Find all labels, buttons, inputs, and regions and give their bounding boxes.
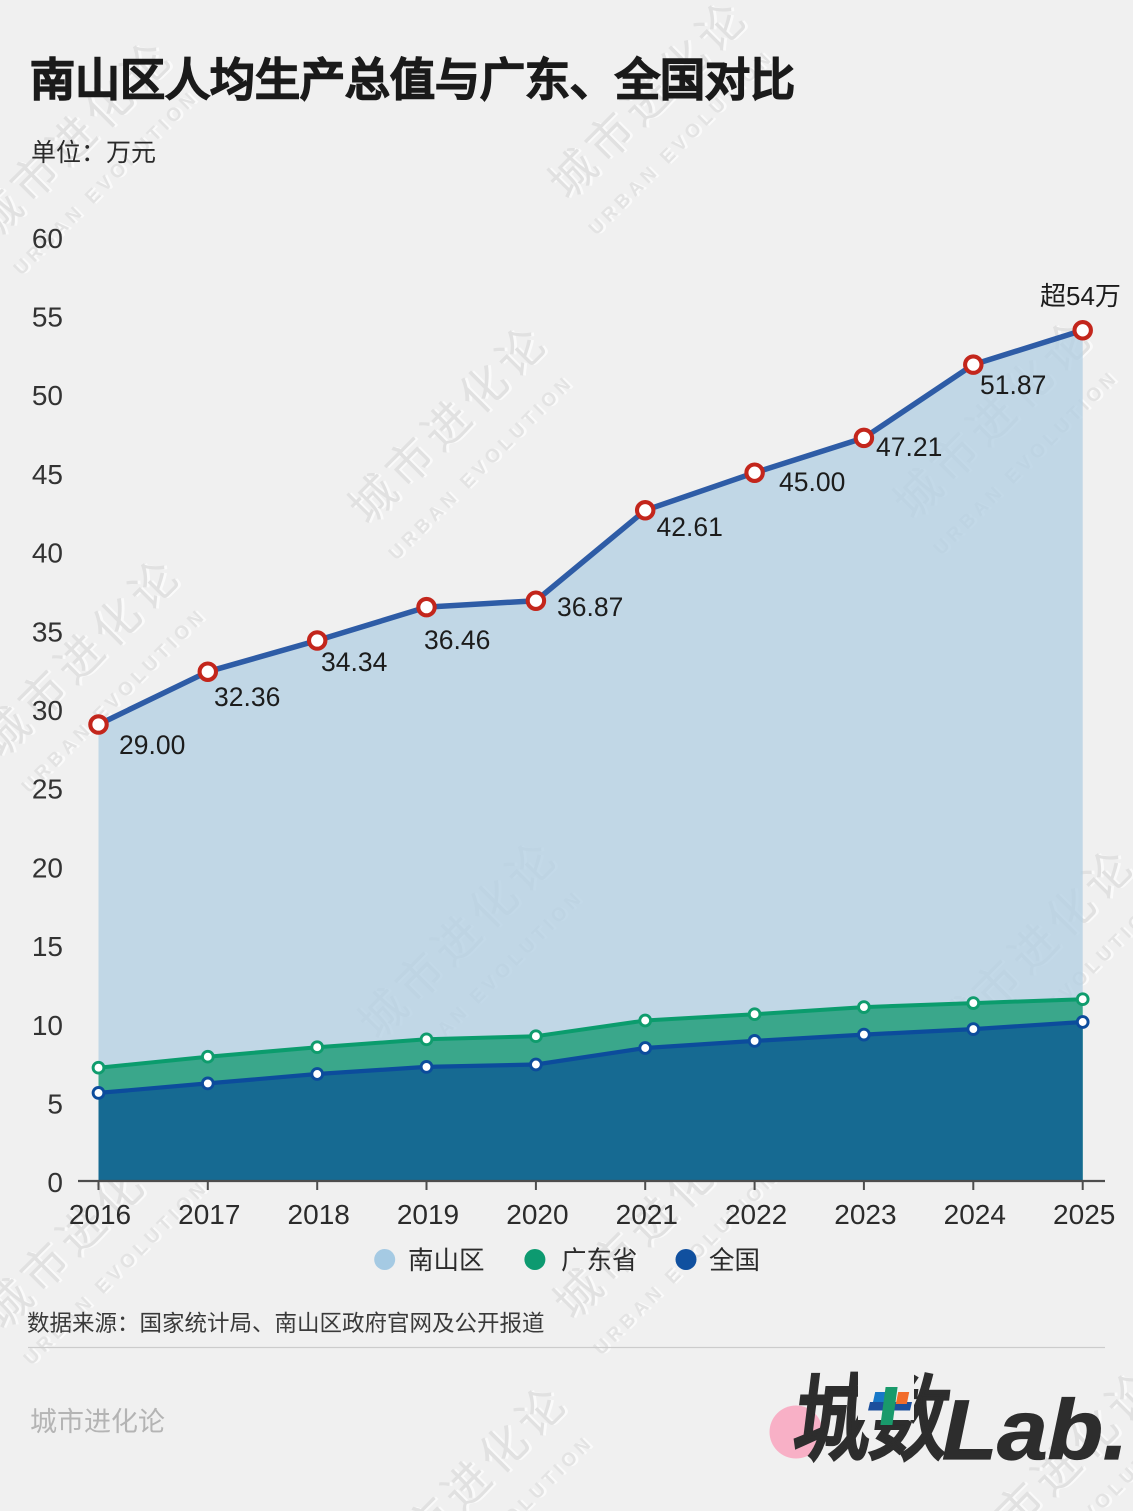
svg-text:2023: 2023 bbox=[834, 1199, 896, 1230]
svg-text:单位：万元: 单位：万元 bbox=[31, 139, 156, 167]
svg-text:全国: 全国 bbox=[709, 1247, 760, 1275]
svg-text:2018: 2018 bbox=[288, 1199, 350, 1230]
svg-text:2020: 2020 bbox=[506, 1199, 568, 1230]
svg-text:47.21: 47.21 bbox=[876, 432, 942, 462]
svg-text:南山区: 南山区 bbox=[408, 1247, 485, 1275]
svg-text:36.46: 36.46 bbox=[424, 625, 490, 655]
svg-text:5: 5 bbox=[47, 1089, 63, 1120]
svg-text:2022: 2022 bbox=[725, 1199, 787, 1230]
svg-text:45: 45 bbox=[32, 459, 63, 490]
svg-text:34.34: 34.34 bbox=[321, 647, 387, 677]
svg-text:城市进化论: 城市进化论 bbox=[30, 1407, 165, 1437]
svg-text:32.36: 32.36 bbox=[214, 682, 280, 712]
svg-text:45.00: 45.00 bbox=[779, 467, 845, 497]
svg-text:2024: 2024 bbox=[944, 1199, 1006, 1230]
svg-text:25: 25 bbox=[32, 774, 63, 805]
svg-text:10: 10 bbox=[32, 1010, 63, 1041]
svg-text:60: 60 bbox=[32, 223, 63, 254]
svg-text:Lab.: Lab. bbox=[942, 1383, 1128, 1477]
svg-text:50: 50 bbox=[32, 380, 63, 411]
svg-text:51.87: 51.87 bbox=[980, 370, 1046, 400]
svg-text:20: 20 bbox=[32, 852, 63, 883]
svg-text:0: 0 bbox=[47, 1167, 63, 1198]
svg-text:42.61: 42.61 bbox=[657, 512, 723, 542]
svg-text:15: 15 bbox=[32, 931, 63, 962]
svg-text:36.87: 36.87 bbox=[557, 592, 623, 622]
svg-text:2016: 2016 bbox=[69, 1199, 131, 1230]
svg-text:2025: 2025 bbox=[1053, 1199, 1115, 1230]
svg-text:2019: 2019 bbox=[397, 1199, 459, 1230]
svg-text:30: 30 bbox=[32, 695, 63, 726]
svg-text:超54万: 超54万 bbox=[1040, 281, 1121, 311]
svg-text:2017: 2017 bbox=[178, 1199, 240, 1230]
svg-text:55: 55 bbox=[32, 302, 63, 333]
svg-text:29.00: 29.00 bbox=[119, 730, 185, 760]
svg-text:35: 35 bbox=[32, 616, 63, 647]
svg-text:2021: 2021 bbox=[616, 1199, 678, 1230]
svg-text:40: 40 bbox=[32, 538, 63, 569]
svg-text:南山区人均生产总值与广东、全国对比: 南山区人均生产总值与广东、全国对比 bbox=[30, 55, 795, 106]
svg-text:广东省: 广东省 bbox=[561, 1247, 638, 1275]
svg-text:数据来源：国家统计局、南山区政府官网及公开报道: 数据来源：国家统计局、南山区政府官网及公开报道 bbox=[27, 1311, 545, 1336]
